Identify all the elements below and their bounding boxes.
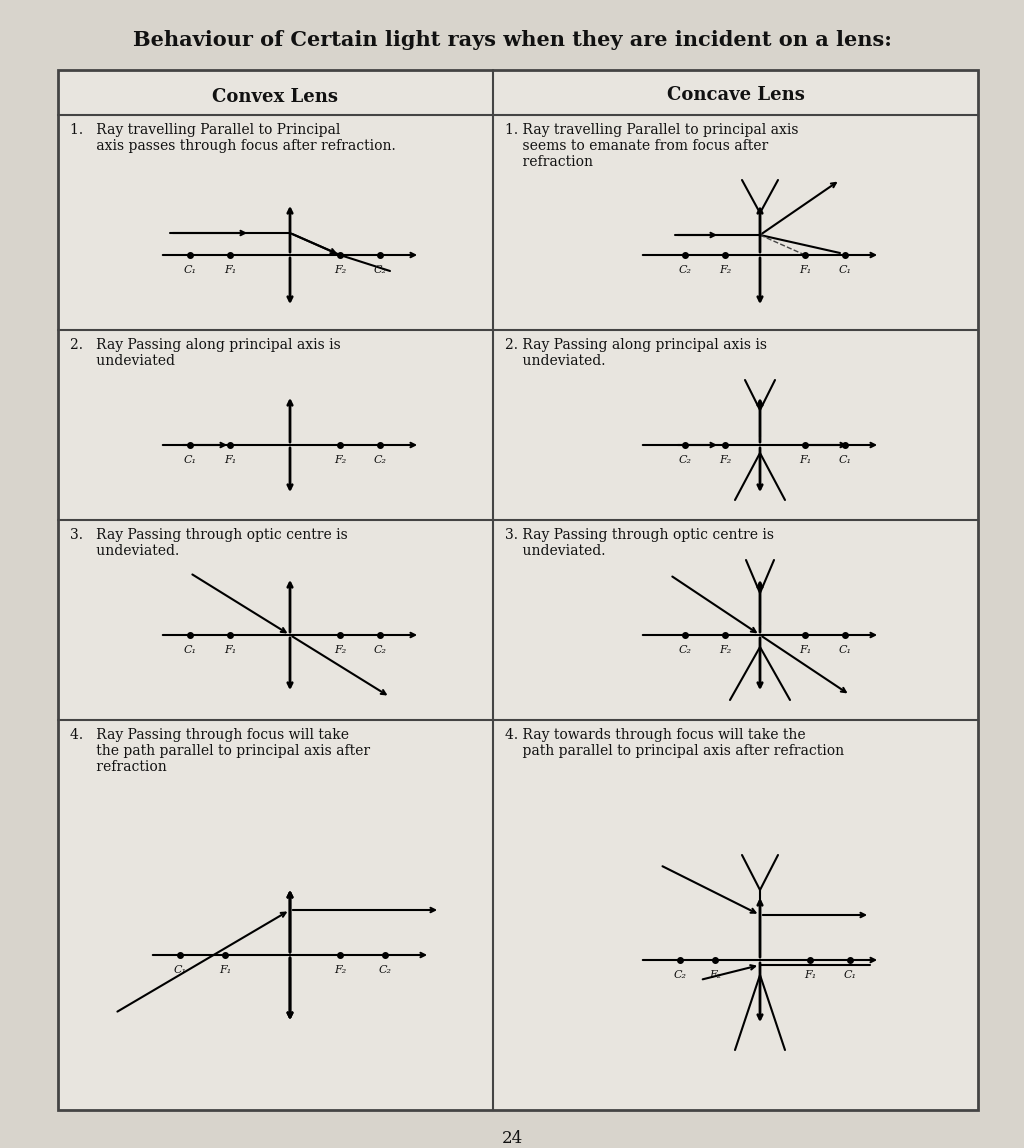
Text: F₁: F₁ bbox=[224, 455, 237, 465]
Text: C₁: C₁ bbox=[839, 455, 852, 465]
Text: C₂: C₂ bbox=[679, 265, 691, 276]
Text: 4. Ray towards through focus will take the
    path parallel to principal axis a: 4. Ray towards through focus will take t… bbox=[505, 728, 844, 758]
Text: C₂: C₂ bbox=[379, 965, 391, 975]
Text: F₂: F₂ bbox=[334, 455, 346, 465]
Text: C₁: C₁ bbox=[844, 970, 856, 980]
Text: F₂: F₂ bbox=[334, 645, 346, 656]
Text: F₂: F₂ bbox=[334, 965, 346, 975]
Bar bbox=[58, 70, 978, 1110]
Text: C₁: C₁ bbox=[839, 265, 852, 276]
Text: 3.   Ray Passing through optic centre is
      undeviated.: 3. Ray Passing through optic centre is u… bbox=[70, 528, 348, 558]
Text: C₂: C₂ bbox=[374, 455, 386, 465]
Text: 2.   Ray Passing along principal axis is
      undeviated: 2. Ray Passing along principal axis is u… bbox=[70, 338, 341, 369]
Text: Concave Lens: Concave Lens bbox=[667, 85, 805, 103]
Text: F₂: F₂ bbox=[719, 265, 731, 276]
Text: C₂: C₂ bbox=[674, 970, 686, 980]
Text: C₁: C₁ bbox=[183, 645, 197, 656]
Text: F₂: F₂ bbox=[334, 265, 346, 276]
Text: F₁: F₁ bbox=[219, 965, 231, 975]
Text: F₂: F₂ bbox=[709, 970, 721, 980]
Text: F₁: F₁ bbox=[224, 265, 237, 276]
Text: 1. Ray travelling Parallel to principal axis
    seems to emanate from focus aft: 1. Ray travelling Parallel to principal … bbox=[505, 123, 799, 170]
Text: C₂: C₂ bbox=[679, 455, 691, 465]
Text: F₂: F₂ bbox=[719, 645, 731, 656]
Text: C₁: C₁ bbox=[183, 265, 197, 276]
Text: 4.   Ray Passing through focus will take
      the path parallel to principal ax: 4. Ray Passing through focus will take t… bbox=[70, 728, 370, 775]
Text: Behaviour of Certain light rays when they are incident on a lens:: Behaviour of Certain light rays when the… bbox=[132, 30, 892, 51]
Text: C₂: C₂ bbox=[374, 645, 386, 656]
Text: 24: 24 bbox=[502, 1130, 522, 1147]
Text: F₁: F₁ bbox=[224, 645, 237, 656]
Text: C₁: C₁ bbox=[173, 965, 186, 975]
Text: F₁: F₁ bbox=[799, 265, 811, 276]
Text: F₂: F₂ bbox=[719, 455, 731, 465]
Text: Convex Lens: Convex Lens bbox=[213, 88, 339, 107]
Text: C₂: C₂ bbox=[374, 265, 386, 276]
Text: F₁: F₁ bbox=[799, 645, 811, 656]
Text: 3. Ray Passing through optic centre is
    undeviated.: 3. Ray Passing through optic centre is u… bbox=[505, 528, 774, 558]
Text: C₂: C₂ bbox=[679, 645, 691, 656]
Text: 1.   Ray travelling Parallel to Principal
      axis passes through focus after : 1. Ray travelling Parallel to Principal … bbox=[70, 123, 395, 153]
Text: 2. Ray Passing along principal axis is
    undeviated.: 2. Ray Passing along principal axis is u… bbox=[505, 338, 767, 369]
Text: F₁: F₁ bbox=[799, 455, 811, 465]
Text: F₁: F₁ bbox=[804, 970, 816, 980]
Text: C₁: C₁ bbox=[839, 645, 852, 656]
Text: C₁: C₁ bbox=[183, 455, 197, 465]
